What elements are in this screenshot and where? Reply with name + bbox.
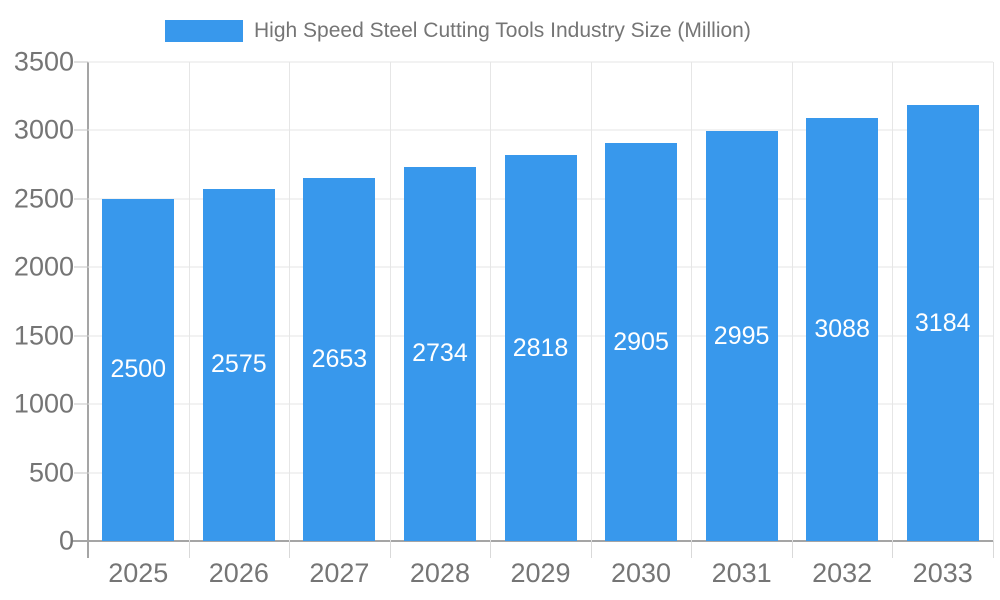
x-axis-label: 2025 xyxy=(108,558,169,588)
x-axis-label: 2027 xyxy=(309,558,370,588)
vertical-gridline xyxy=(993,62,994,541)
y-axis-tick xyxy=(74,472,88,474)
y-axis-line xyxy=(87,62,89,558)
vertical-gridline xyxy=(590,62,592,541)
bar[interactable]: 2575 xyxy=(202,188,275,541)
y-axis-tick xyxy=(74,129,88,131)
x-axis-line xyxy=(72,540,993,542)
x-axis-tick xyxy=(791,541,793,558)
bar-value-label: 2734 xyxy=(412,339,468,368)
bar[interactable]: 3184 xyxy=(906,105,979,541)
x-axis-tick xyxy=(590,541,592,558)
y-axis-label: 3500 xyxy=(13,46,74,77)
bar-value-label: 2500 xyxy=(110,355,167,384)
bar-value-label: 3088 xyxy=(814,315,870,344)
x-axis-label: 2028 xyxy=(409,558,470,588)
y-axis-label: 1500 xyxy=(13,320,74,351)
bar[interactable]: 2653 xyxy=(303,177,376,541)
x-axis-label: 2032 xyxy=(812,558,873,588)
vertical-gridline xyxy=(389,62,391,541)
y-axis-tick xyxy=(74,403,88,405)
y-axis-label: 0 xyxy=(58,525,74,556)
bar[interactable]: 2500 xyxy=(102,198,175,541)
x-axis-tick xyxy=(389,541,391,558)
x-axis-label: 2031 xyxy=(711,558,772,588)
x-axis-label: 2029 xyxy=(510,558,571,588)
vertical-gridline xyxy=(691,62,693,541)
horizontal-gridline xyxy=(88,61,993,63)
vertical-gridline xyxy=(892,62,894,541)
plot-area: 0 500 1000 1500 2000 2500 3000 3500 2500 2025 2575… xyxy=(14,48,994,587)
y-axis-label: 2500 xyxy=(13,183,74,214)
bar-value-label: 2653 xyxy=(311,344,368,373)
vertical-gridline xyxy=(490,62,492,541)
bar-value-label: 3184 xyxy=(914,308,971,337)
bar[interactable]: 2818 xyxy=(504,155,577,541)
y-axis-label: 1000 xyxy=(13,388,74,419)
bar[interactable]: 2995 xyxy=(705,131,778,541)
vertical-gridline xyxy=(289,62,291,541)
y-axis-label: 2000 xyxy=(13,251,74,282)
y-axis-tick xyxy=(74,61,88,63)
vertical-gridline xyxy=(791,62,793,541)
vertical-gridline xyxy=(188,62,190,541)
y-axis-tick xyxy=(74,335,88,337)
x-axis-label: 2030 xyxy=(611,558,672,588)
x-axis-tick xyxy=(892,541,894,558)
x-axis-tick xyxy=(188,541,190,558)
bar-value-label: 2575 xyxy=(211,350,267,379)
y-axis-tick xyxy=(74,198,88,200)
legend-label: High Speed Steel Cutting Tools Industry … xyxy=(254,19,751,42)
x-axis-tick xyxy=(490,541,492,558)
bar-value-label: 2818 xyxy=(512,333,569,362)
x-axis-tick xyxy=(993,541,994,558)
bar-value-label: 2995 xyxy=(713,321,770,350)
bar[interactable]: 2905 xyxy=(605,143,678,541)
legend-item[interactable]: High Speed Steel Cutting Tools Industry … xyxy=(165,19,751,43)
legend-swatch xyxy=(165,20,243,42)
bar[interactable]: 3088 xyxy=(806,118,879,541)
y-axis-tick xyxy=(74,266,88,268)
y-axis-label: 3000 xyxy=(13,114,74,145)
bar-value-label: 2905 xyxy=(613,327,669,356)
x-axis-tick xyxy=(691,541,693,558)
x-axis-label: 2033 xyxy=(912,558,973,588)
bar[interactable]: 2734 xyxy=(403,166,476,541)
horizontal-gridline xyxy=(88,129,993,131)
x-axis-label: 2026 xyxy=(208,558,269,588)
y-axis-label: 500 xyxy=(28,457,74,488)
x-axis-tick xyxy=(289,541,291,558)
